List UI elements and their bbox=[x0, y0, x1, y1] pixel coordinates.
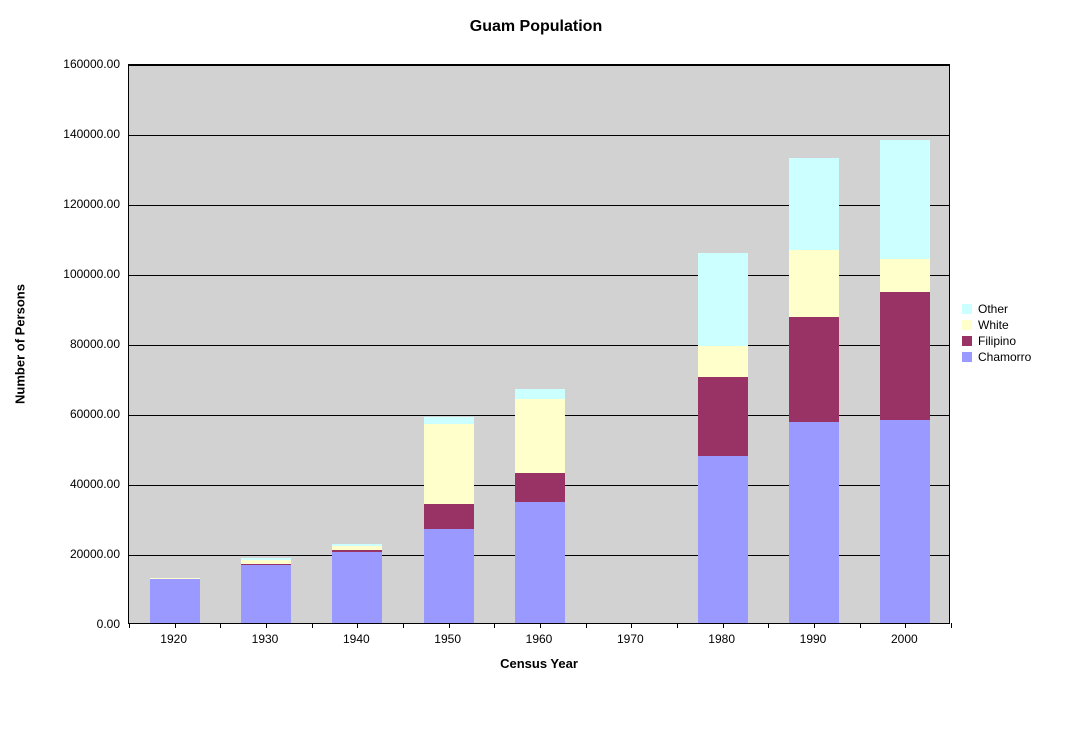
gridline bbox=[129, 65, 949, 66]
segment-filipino bbox=[241, 564, 291, 566]
legend-item-white: White bbox=[962, 318, 1031, 332]
x-tick-label: 1930 bbox=[252, 632, 279, 646]
x-tick bbox=[905, 623, 906, 628]
x-tick bbox=[860, 623, 861, 628]
x-tick bbox=[631, 623, 632, 628]
chart-title: Guam Population bbox=[0, 18, 1072, 36]
y-tick-label: 80000.00 bbox=[38, 337, 120, 351]
bar-1980 bbox=[698, 253, 748, 623]
x-tick-label: 1960 bbox=[526, 632, 553, 646]
segment-other bbox=[698, 253, 748, 346]
x-tick bbox=[951, 623, 952, 628]
x-tick bbox=[129, 623, 130, 628]
legend-label: Chamorro bbox=[978, 350, 1031, 364]
legend: Other White Filipino Chamorro bbox=[962, 300, 1031, 366]
bar-1950 bbox=[424, 417, 474, 624]
legend-label: Filipino bbox=[978, 334, 1016, 348]
segment-white bbox=[332, 546, 382, 550]
x-tick-label: 2000 bbox=[891, 632, 918, 646]
legend-swatch bbox=[962, 352, 972, 362]
segment-other bbox=[789, 158, 839, 251]
x-tick-label: 1980 bbox=[708, 632, 735, 646]
y-tick-label: 20000.00 bbox=[38, 547, 120, 561]
x-tick-label: 1970 bbox=[617, 632, 644, 646]
segment-white bbox=[515, 399, 565, 473]
segment-chamorro bbox=[150, 579, 200, 623]
segment-other bbox=[241, 558, 291, 560]
segment-white bbox=[241, 560, 291, 564]
legend-swatch bbox=[962, 320, 972, 330]
x-tick bbox=[677, 623, 678, 628]
segment-chamorro bbox=[698, 456, 748, 623]
segment-filipino bbox=[789, 317, 839, 422]
y-tick-label: 40000.00 bbox=[38, 477, 120, 491]
segment-other bbox=[332, 544, 382, 546]
y-tick-label: 160000.00 bbox=[38, 57, 120, 71]
segment-white bbox=[150, 578, 200, 580]
chart-container: Guam Population Number of Persons Census… bbox=[0, 0, 1072, 730]
segment-filipino bbox=[332, 550, 382, 552]
x-tick bbox=[768, 623, 769, 628]
segment-chamorro bbox=[424, 529, 474, 624]
legend-item-chamorro: Chamorro bbox=[962, 350, 1031, 364]
x-tick bbox=[449, 623, 450, 628]
x-tick bbox=[403, 623, 404, 628]
legend-label: White bbox=[978, 318, 1009, 332]
segment-other bbox=[880, 140, 930, 259]
y-tick-label: 60000.00 bbox=[38, 407, 120, 421]
segment-chamorro bbox=[880, 420, 930, 623]
x-tick bbox=[723, 623, 724, 628]
segment-filipino bbox=[515, 473, 565, 503]
segment-chamorro bbox=[515, 502, 565, 623]
x-tick bbox=[494, 623, 495, 628]
plot-area bbox=[128, 64, 950, 624]
x-tick-label: 1950 bbox=[434, 632, 461, 646]
legend-item-filipino: Filipino bbox=[962, 334, 1031, 348]
x-tick bbox=[266, 623, 267, 628]
segment-chamorro bbox=[241, 565, 291, 623]
legend-swatch bbox=[962, 336, 972, 346]
segment-white bbox=[880, 259, 930, 292]
bar-1920 bbox=[150, 578, 200, 624]
segment-white bbox=[424, 424, 474, 505]
y-tick-label: 0.00 bbox=[38, 617, 120, 631]
segment-other bbox=[424, 417, 474, 424]
bar-1940 bbox=[332, 544, 382, 623]
segment-other bbox=[515, 389, 565, 400]
bar-1960 bbox=[515, 389, 565, 624]
segment-white bbox=[698, 346, 748, 378]
x-tick bbox=[540, 623, 541, 628]
x-tick bbox=[312, 623, 313, 628]
x-tick bbox=[814, 623, 815, 628]
x-tick bbox=[175, 623, 176, 628]
segment-white bbox=[789, 250, 839, 317]
x-tick bbox=[357, 623, 358, 628]
segment-chamorro bbox=[332, 552, 382, 623]
legend-label: Other bbox=[978, 302, 1008, 316]
legend-item-other: Other bbox=[962, 302, 1031, 316]
segment-chamorro bbox=[789, 422, 839, 623]
x-tick-label: 1920 bbox=[160, 632, 187, 646]
x-tick-label: 1990 bbox=[800, 632, 827, 646]
y-tick-label: 140000.00 bbox=[38, 127, 120, 141]
bar-2000 bbox=[880, 140, 930, 623]
x-tick-label: 1940 bbox=[343, 632, 370, 646]
x-tick bbox=[586, 623, 587, 628]
bar-1930 bbox=[241, 558, 291, 623]
x-tick bbox=[220, 623, 221, 628]
segment-filipino bbox=[698, 377, 748, 456]
y-axis-title: Number of Persons bbox=[13, 284, 28, 404]
y-tick-label: 120000.00 bbox=[38, 197, 120, 211]
bar-1990 bbox=[789, 158, 839, 624]
gridline bbox=[129, 135, 949, 136]
y-tick-label: 100000.00 bbox=[38, 267, 120, 281]
segment-filipino bbox=[424, 504, 474, 529]
x-axis-title: Census Year bbox=[500, 656, 578, 671]
segment-filipino bbox=[880, 292, 930, 420]
legend-swatch bbox=[962, 304, 972, 314]
